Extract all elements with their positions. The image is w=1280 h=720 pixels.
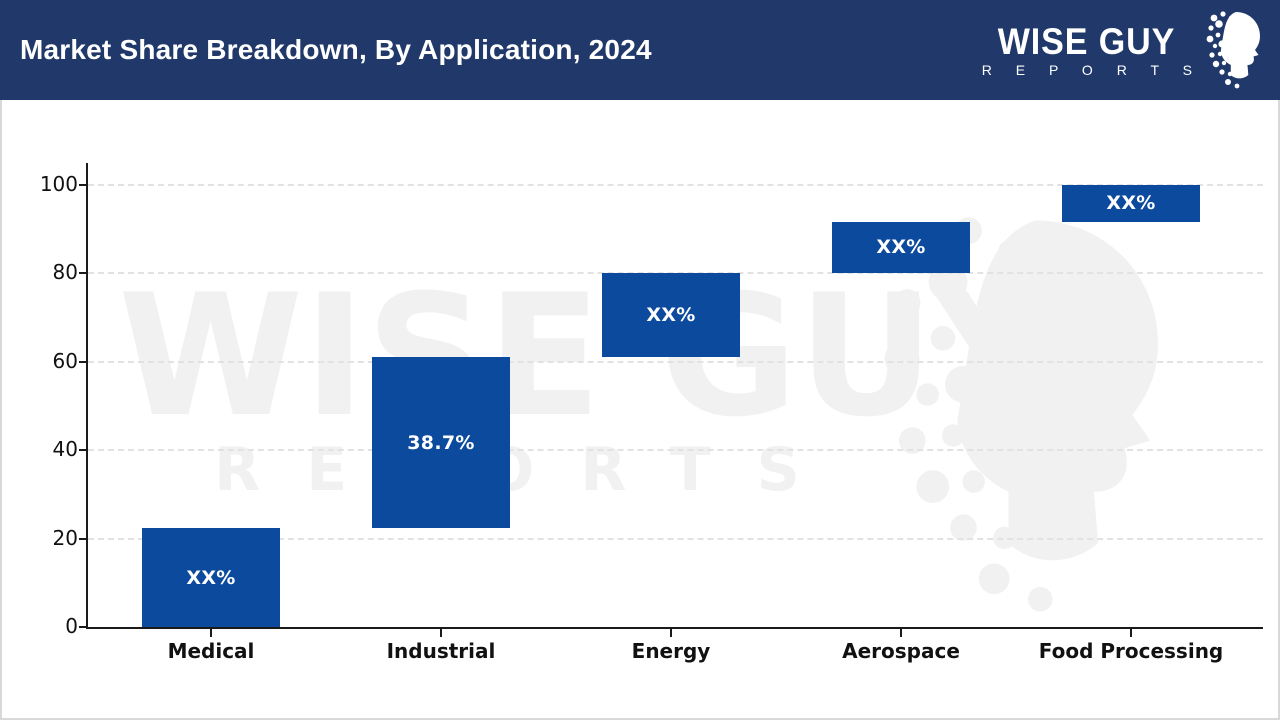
bar-value-label: XX% xyxy=(646,304,696,327)
bar-industrial: 38.7% xyxy=(372,357,510,529)
page-title: Market Share Breakdown, By Application, … xyxy=(20,34,652,65)
brand-logo: WISE GUY R E P O R T S xyxy=(972,8,1264,92)
y-tick-mark xyxy=(79,537,87,540)
bar-value-label: XX% xyxy=(1106,192,1156,215)
y-axis-tick-label: 60 xyxy=(52,348,78,373)
bar-medical: XX% xyxy=(142,528,280,627)
x-axis-line xyxy=(86,627,1263,629)
y-axis-tick-label: 80 xyxy=(52,260,78,284)
bar-value-label: XX% xyxy=(186,566,236,589)
bar-food-processing: XX% xyxy=(1062,184,1200,222)
y-axis-tick-label: 100 xyxy=(39,171,78,196)
brand-wordmark: WISE GUY R E P O R T S xyxy=(972,23,1202,77)
brand-subtitle: R E P O R T S xyxy=(981,62,1202,78)
x-axis-category-label: Food Processing xyxy=(1038,639,1224,663)
right-border xyxy=(1278,100,1280,720)
brand-head-icon xyxy=(1206,11,1260,89)
x-tick-mark xyxy=(440,629,442,637)
gridline-y20 xyxy=(88,537,1263,540)
bar-aerospace: XX% xyxy=(832,221,970,273)
bar-value-label: 38.7% xyxy=(407,431,475,454)
header: Market Share Breakdown, By Application, … xyxy=(0,0,1280,100)
y-axis-tick-label: 20 xyxy=(52,525,78,550)
x-axis-category-label: Energy xyxy=(631,639,711,663)
gridline-y40 xyxy=(88,449,1263,451)
x-axis-category-label: Aerospace xyxy=(842,639,960,663)
bar-value-label: XX% xyxy=(876,236,926,259)
bar-energy: XX% xyxy=(602,273,740,358)
y-tick-mark xyxy=(79,360,87,363)
y-axis-line xyxy=(86,163,88,629)
y-axis-tick-label: 40 xyxy=(52,437,78,461)
x-tick-mark xyxy=(900,629,902,637)
gridline-y60 xyxy=(88,360,1263,363)
left-border xyxy=(0,100,2,720)
y-tick-mark xyxy=(79,183,87,186)
bottom-border xyxy=(0,718,1280,720)
y-tick-mark xyxy=(79,272,87,274)
x-axis-category-label: Medical xyxy=(167,639,255,663)
x-tick-mark xyxy=(1130,629,1132,637)
x-axis-category-label: Industrial xyxy=(386,639,496,663)
watermark-wordmark: WISE GUY xyxy=(118,258,1057,454)
x-tick-mark xyxy=(210,629,212,637)
y-tick-mark xyxy=(79,626,87,628)
gridline-y100 xyxy=(88,183,1263,186)
brand-name: WISE GUY xyxy=(998,21,1176,62)
y-tick-mark xyxy=(79,449,87,451)
x-tick-mark xyxy=(670,629,672,637)
y-axis-tick-label: 0 xyxy=(65,614,78,638)
